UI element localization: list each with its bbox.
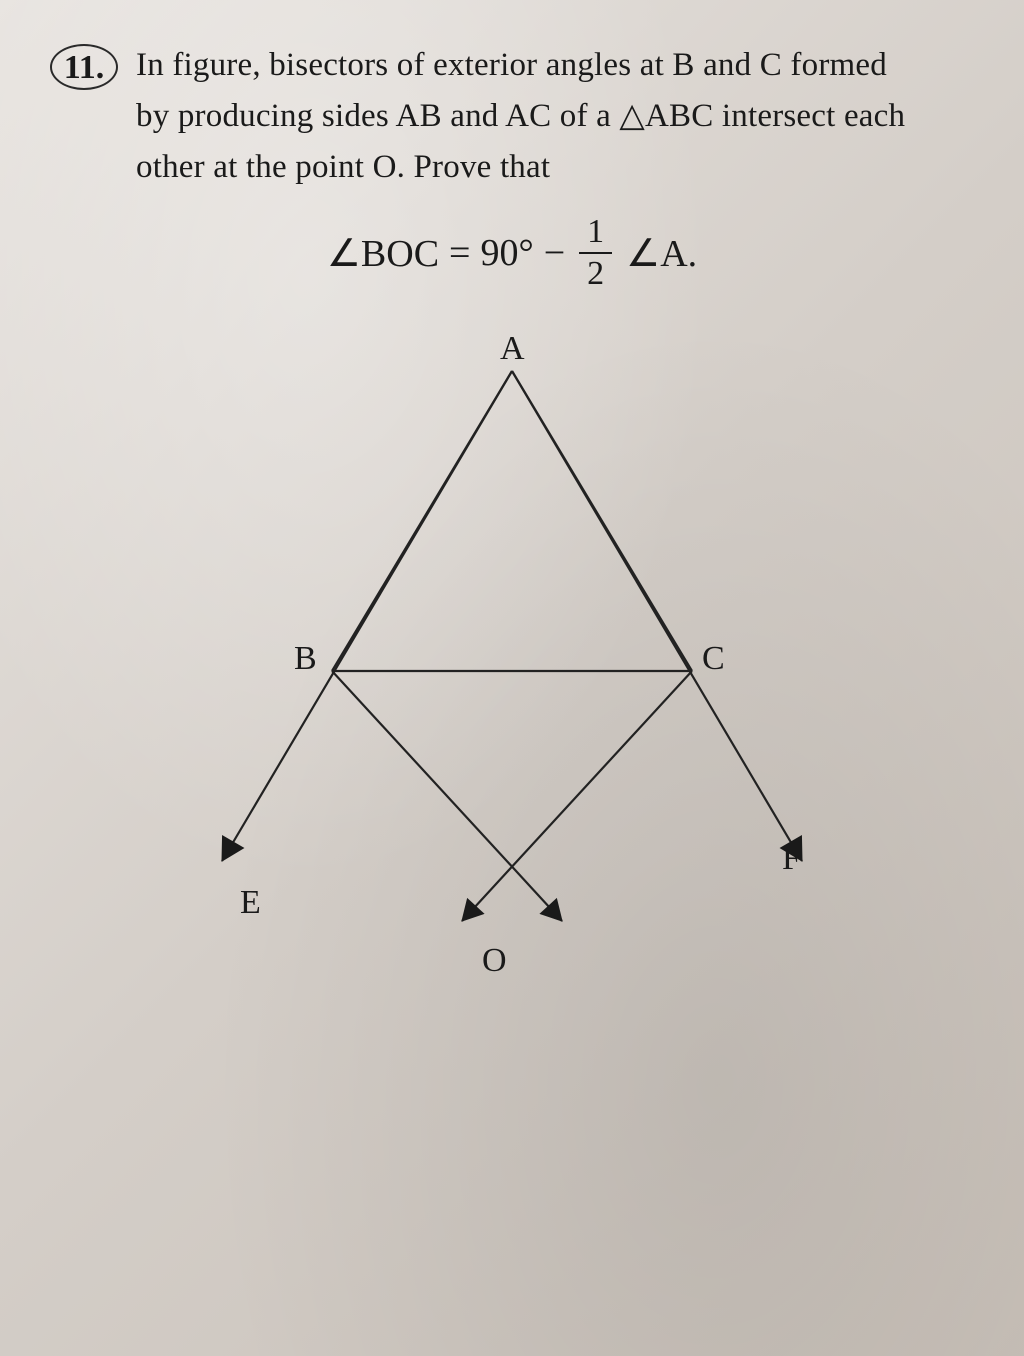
eq-fraction: 1 2 [579,215,612,291]
equation: ∠BOC = 90° − 1 2 ∠A. [327,215,697,291]
svg-text:E: E [240,884,261,921]
eq-frac-num: 1 [579,215,612,254]
eq-equals: = [449,231,470,275]
eq-lhs: ∠BOC [327,231,439,276]
svg-text:O: O [482,942,507,979]
eq-frac-den: 2 [579,254,612,291]
eq-angle-a: ∠A. [626,231,697,276]
question-text: In figure, bisectors of exterior angles … [136,40,905,193]
eq-deg: 90° [480,231,533,275]
question-line-2: by producing sides AB and AC of a △ABC i… [136,98,905,134]
question-line-1: In figure, bisectors of exterior angles … [136,47,887,83]
svg-text:A: A [500,331,525,367]
geometry-figure: A B C E F O [202,331,822,1011]
page-content: 11. In figure, bisectors of exterior ang… [0,0,1024,1051]
question-number: 11. [64,49,105,87]
question-block: 11. In figure, bisectors of exterior ang… [50,40,974,193]
figure-container: A B C E F O [50,331,974,1011]
question-line-3: other at the point O. Prove that [136,149,550,185]
equation-row: ∠BOC = 90° − 1 2 ∠A. [50,215,974,291]
svg-text:F: F [782,840,801,877]
question-number-badge: 11. [50,40,118,96]
svg-text:B: B [294,640,317,677]
svg-text:C: C [702,640,725,677]
eq-minus: − [544,231,565,275]
